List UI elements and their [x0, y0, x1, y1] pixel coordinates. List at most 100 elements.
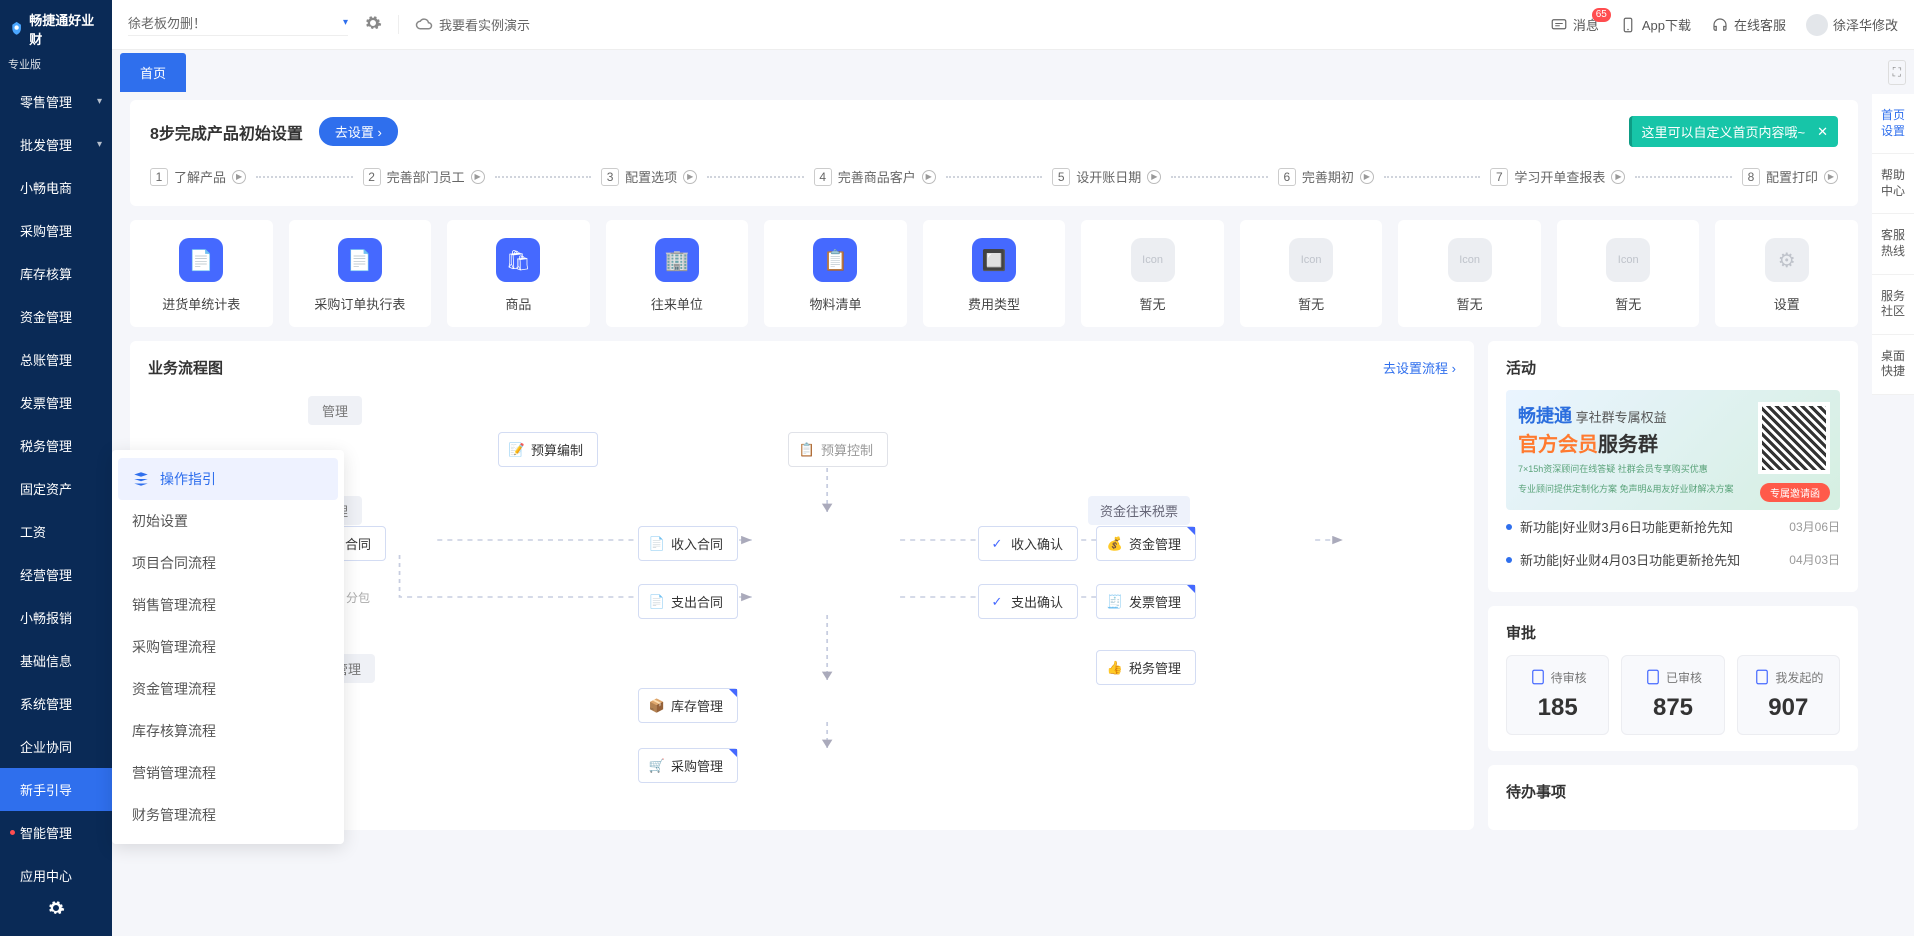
sidebar-item[interactable]: 系统管理: [0, 682, 112, 725]
sidebar-item[interactable]: 小畅电商: [0, 166, 112, 209]
approval-panel: 审批 待审核185已审核875我发起的907: [1488, 606, 1858, 751]
org-selector[interactable]: 徐老板勿删！ ▾: [128, 13, 348, 36]
node-budget-ctrl[interactable]: 📋预算控制: [788, 432, 888, 467]
promo-tag: 专属邀请函: [1760, 483, 1830, 502]
node-purchase-mgmt[interactable]: 🛒采购管理: [638, 748, 738, 783]
demo-link[interactable]: 我要看实例演示: [398, 15, 530, 34]
clipboard-icon: [1753, 668, 1771, 686]
guide-menu-item[interactable]: 财务管理流程: [112, 794, 344, 836]
sidebar-settings[interactable]: [0, 885, 112, 936]
sidebar-item[interactable]: 零售管理▾: [0, 80, 112, 123]
sidebar-item[interactable]: 工资: [0, 510, 112, 553]
sidebar-item[interactable]: 资金管理: [0, 295, 112, 338]
approval-box[interactable]: 已审核875: [1621, 655, 1724, 735]
approval-box[interactable]: 我发起的907: [1737, 655, 1840, 735]
messages-button[interactable]: 消息 65: [1550, 15, 1599, 34]
shortcut-tile[interactable]: 📄进货单统计表: [130, 220, 273, 327]
tile-icon: Icon: [1289, 238, 1333, 282]
guide-menu-item[interactable]: 项目合同流程: [112, 542, 344, 584]
rail-item[interactable]: 客服热线: [1872, 214, 1914, 274]
sidebar-item[interactable]: 批发管理▾: [0, 123, 112, 166]
shortcut-tile[interactable]: Icon暂无: [1240, 220, 1383, 327]
setup-title: 8步完成产品初始设置: [150, 120, 303, 144]
brand-logo: 畅捷通好业财: [0, 0, 112, 56]
fullscreen-icon[interactable]: ⛶: [1888, 60, 1906, 85]
play-icon: ▶: [683, 170, 697, 184]
node-budget-make[interactable]: 📝预算编制: [498, 432, 598, 467]
tab-home[interactable]: 首页: [120, 53, 186, 92]
user-menu[interactable]: 徐泽华修改: [1806, 14, 1898, 36]
app-download-button[interactable]: App下载: [1619, 15, 1691, 34]
guide-menu-item[interactable]: 采购管理流程: [112, 626, 344, 668]
customer-service-button[interactable]: 在线客服: [1711, 15, 1786, 34]
setup-step[interactable]: 7学习开单查报表▶: [1490, 167, 1625, 186]
setup-step[interactable]: 5设开账日期▶: [1052, 167, 1161, 186]
play-icon: ▶: [1360, 170, 1374, 184]
sidebar-item[interactable]: 发票管理: [0, 381, 112, 424]
sidebar-item[interactable]: 基础信息: [0, 639, 112, 682]
go-setup-button[interactable]: 去设置 ›: [319, 117, 398, 146]
node-income-contract[interactable]: 📄收入合同: [638, 526, 738, 561]
shortcut-tile[interactable]: 🛍商品: [447, 220, 590, 327]
rail-item[interactable]: 帮助中心: [1872, 154, 1914, 214]
flow-settings-link[interactable]: 去设置流程 ›: [1383, 358, 1456, 377]
sidebar-item[interactable]: 总账管理: [0, 338, 112, 381]
promo-banner[interactable]: 畅捷通 享社群专属权益 官方会员服务群 7×15h资深顾问在线答疑 社群会员专享…: [1506, 390, 1840, 510]
rail-item[interactable]: 桌面快捷: [1872, 335, 1914, 395]
main-content: 8步完成产品初始设置 去设置 › 这里可以自定义首页内容哦~ ✕ 1了解产品▶2…: [118, 100, 1870, 936]
approval-box[interactable]: 待审核185: [1506, 655, 1609, 735]
node-stock-mgmt[interactable]: 📦库存管理: [638, 688, 738, 723]
shortcut-tile[interactable]: 🏢往来单位: [606, 220, 749, 327]
gear-icon: [47, 899, 65, 917]
play-icon: ▶: [922, 170, 936, 184]
shortcut-tile[interactable]: Icon暂无: [1557, 220, 1700, 327]
shortcut-tiles: 📄进货单统计表📄采购订单执行表🛍商品🏢往来单位📋物料清单🔲费用类型Icon暂无I…: [130, 220, 1858, 327]
node-fund-mgmt[interactable]: 💰资金管理: [1096, 526, 1196, 561]
node-expense-contract[interactable]: 📄支出合同: [638, 584, 738, 619]
setup-step[interactable]: 8配置打印▶: [1742, 167, 1838, 186]
setup-step[interactable]: 3配置选项▶: [601, 167, 697, 186]
setup-step[interactable]: 2完善部门员工▶: [363, 167, 485, 186]
org-name: 徐老板勿删！: [128, 13, 206, 32]
sidebar-item[interactable]: 固定资产: [0, 467, 112, 510]
setup-step[interactable]: 1了解产品▶: [150, 167, 246, 186]
node-invoice-mgmt[interactable]: 🧾发票管理: [1096, 584, 1196, 619]
rail-item[interactable]: 服务社区: [1872, 275, 1914, 335]
sidebar-item[interactable]: 小畅报销: [0, 596, 112, 639]
sidebar-item[interactable]: 库存核算: [0, 252, 112, 295]
section-label-budget: 管理: [308, 396, 362, 425]
guide-menu-item[interactable]: 营销管理流程: [112, 752, 344, 794]
shortcut-tile[interactable]: 📋物料清单: [764, 220, 907, 327]
sidebar-item[interactable]: 企业协同: [0, 725, 112, 768]
sidebar-item[interactable]: 应用中心: [0, 854, 112, 885]
news-item[interactable]: 新功能|好业财4月03日功能更新抢先知04月03日: [1506, 543, 1840, 576]
shortcut-tile[interactable]: 🔲费用类型: [923, 220, 1066, 327]
sidebar-item[interactable]: 新手引导: [0, 768, 112, 811]
guide-menu-item[interactable]: 操作指引: [118, 458, 338, 500]
sidebar-item[interactable]: 智能管理: [0, 811, 112, 854]
rail-item[interactable]: 首页设置: [1872, 94, 1914, 154]
sidebar-item[interactable]: 经营管理: [0, 553, 112, 596]
org-settings-icon[interactable]: [364, 14, 382, 35]
sidebar-item[interactable]: 税务管理: [0, 424, 112, 467]
shortcut-tile[interactable]: Icon暂无: [1398, 220, 1541, 327]
shortcut-tile[interactable]: Icon暂无: [1081, 220, 1224, 327]
brand-icon: [8, 20, 25, 38]
node-expense-confirm[interactable]: ✓支出确认: [978, 584, 1078, 619]
todo-title: 待办事项: [1506, 781, 1840, 802]
message-icon: [1550, 16, 1568, 34]
setup-step[interactable]: 4完善商品客户▶: [814, 167, 936, 186]
shortcut-tile[interactable]: ⚙设置: [1715, 220, 1858, 327]
guide-menu-item[interactable]: 销售管理流程: [112, 584, 344, 626]
setup-step[interactable]: 6完善期初▶: [1278, 167, 1374, 186]
guide-menu-item[interactable]: 初始设置: [112, 500, 344, 542]
guide-menu-item[interactable]: 库存核算流程: [112, 710, 344, 752]
node-income-confirm[interactable]: ✓收入确认: [978, 526, 1078, 561]
guide-menu-item[interactable]: 资金管理流程: [112, 668, 344, 710]
node-tax-mgmt[interactable]: 👍税务管理: [1096, 650, 1196, 685]
sidebar-item[interactable]: 采购管理: [0, 209, 112, 252]
news-item[interactable]: 新功能|好业财3月6日功能更新抢先知03月06日: [1506, 510, 1840, 543]
close-icon[interactable]: ✕: [1817, 124, 1828, 140]
chevron-down-icon: ▾: [97, 96, 102, 107]
shortcut-tile[interactable]: 📄采购订单执行表: [289, 220, 432, 327]
